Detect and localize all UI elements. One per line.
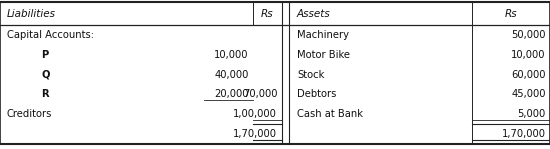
Text: Assets: Assets: [297, 9, 331, 19]
Text: Rs: Rs: [505, 9, 517, 19]
Text: Capital Accounts:: Capital Accounts:: [7, 30, 94, 40]
Text: Rs: Rs: [261, 9, 273, 19]
Text: Stock: Stock: [297, 69, 324, 80]
Text: 1,70,000: 1,70,000: [233, 128, 277, 139]
Text: P: P: [41, 50, 48, 60]
Text: Creditors: Creditors: [7, 109, 52, 119]
Text: 1,00,000: 1,00,000: [233, 109, 277, 119]
Text: Debtors: Debtors: [297, 89, 337, 99]
Text: 20,000: 20,000: [214, 89, 249, 99]
Text: 45,000: 45,000: [511, 89, 546, 99]
Text: 50,000: 50,000: [511, 30, 546, 40]
Text: 60,000: 60,000: [511, 69, 546, 80]
Text: Cash at Bank: Cash at Bank: [297, 109, 363, 119]
Text: Machinery: Machinery: [297, 30, 349, 40]
Text: 40,000: 40,000: [214, 69, 249, 80]
Text: 70,000: 70,000: [243, 89, 277, 99]
Text: 10,000: 10,000: [511, 50, 546, 60]
Text: Liabilities: Liabilities: [7, 9, 56, 19]
Text: R: R: [41, 89, 49, 99]
Text: 5,000: 5,000: [518, 109, 546, 119]
Text: Motor Bike: Motor Bike: [297, 50, 350, 60]
Text: 1,70,000: 1,70,000: [502, 128, 546, 139]
Text: 10,000: 10,000: [214, 50, 249, 60]
Text: Q: Q: [41, 69, 50, 80]
